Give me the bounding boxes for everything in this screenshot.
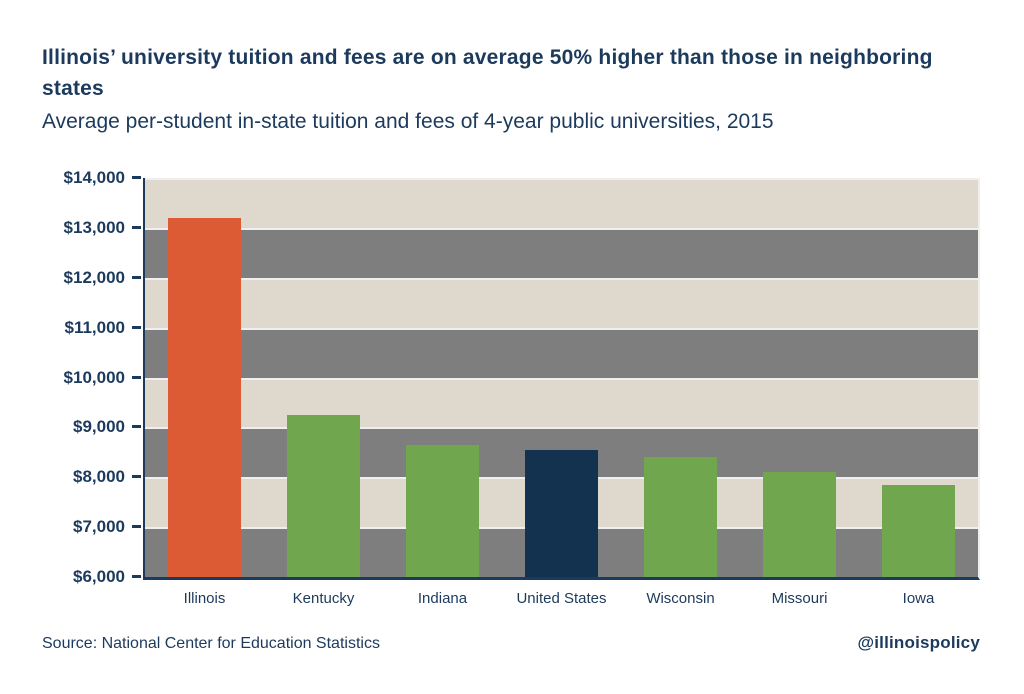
x-label-wisconsin: Wisconsin <box>646 590 715 607</box>
chart-header: Illinois’ university tuition and fees ar… <box>42 42 982 136</box>
x-label-indiana: Indiana <box>417 590 468 607</box>
y-tick-mark <box>132 325 141 329</box>
y-tick-mark <box>132 525 141 529</box>
y-tick-label: $13,000 <box>63 217 125 237</box>
plot-band <box>145 327 978 378</box>
y-tick-mark <box>132 225 141 229</box>
twitter-handle: @illinoispolicy <box>857 633 980 652</box>
bar-illinois <box>168 217 241 577</box>
bar-missouri <box>763 472 836 577</box>
bar-kentucky <box>287 414 360 577</box>
plot-area <box>143 178 980 580</box>
y-tick-row: $8,000 <box>0 467 143 487</box>
y-tick-label: $14,000 <box>63 168 125 187</box>
y-tick-mark <box>132 575 141 578</box>
y-tick-label: $10,000 <box>63 367 125 387</box>
y-tick-label: $9,000 <box>73 417 125 437</box>
y-tick-mark <box>132 176 141 179</box>
bar-wisconsin <box>644 457 717 577</box>
bar-iowa <box>882 484 955 577</box>
bar-indiana <box>406 444 479 577</box>
y-tick-row: $11,000 <box>0 318 143 338</box>
chart-title: Illinois’ university tuition and fees ar… <box>42 46 933 100</box>
x-label-illinois: Illinois <box>183 590 226 607</box>
y-tick-mark <box>132 275 141 279</box>
x-label-missouri: Missouri <box>771 590 828 607</box>
plot-band <box>145 377 978 428</box>
y-axis: $14,000 $13,000 $12,000 $11,000 $10,000 $9,00… <box>0 168 143 586</box>
bar-series <box>145 178 978 577</box>
y-tick-label: $12,000 <box>63 267 125 287</box>
plot-band <box>145 227 978 278</box>
y-tick-label: $8,000 <box>73 467 125 487</box>
plot-band <box>145 178 978 228</box>
y-tick-row: $6,000 <box>0 567 143 587</box>
plot-band <box>145 277 978 328</box>
source-note: Source: National Center for Education St… <box>42 635 380 652</box>
y-tick-row: $9,000 <box>0 417 143 437</box>
bar-united-states <box>525 449 598 577</box>
y-tick-row: $7,000 <box>0 517 143 537</box>
bar-chart: $14,000 $13,000 $12,000 $11,000 $10,000 $9,00… <box>0 168 1024 610</box>
y-tick-label: $11,000 <box>64 317 125 337</box>
y-tick-row: $12,000 <box>0 268 143 288</box>
y-tick-label: $7,000 <box>73 517 125 537</box>
y-tick-row: $13,000 <box>0 218 143 238</box>
y-tick-row: $14,000 <box>0 168 143 188</box>
x-label-kentucky: Kentucky <box>292 590 355 607</box>
y-tick-mark <box>132 375 141 379</box>
y-tick-row: $10,000 <box>0 368 143 388</box>
chart-subtitle: Average per-student in-state tuition and… <box>42 110 774 133</box>
x-label-united-states: United States <box>516 590 607 607</box>
chart-footer: Source: National Center for Education St… <box>0 633 1024 653</box>
y-tick-mark <box>132 475 141 479</box>
y-tick-mark <box>132 425 141 429</box>
y-tick-label: $6,000 <box>73 567 125 586</box>
x-label-iowa: Iowa <box>902 590 935 607</box>
x-axis: Illinois Kentucky Indiana United States Wisc… <box>145 588 978 610</box>
